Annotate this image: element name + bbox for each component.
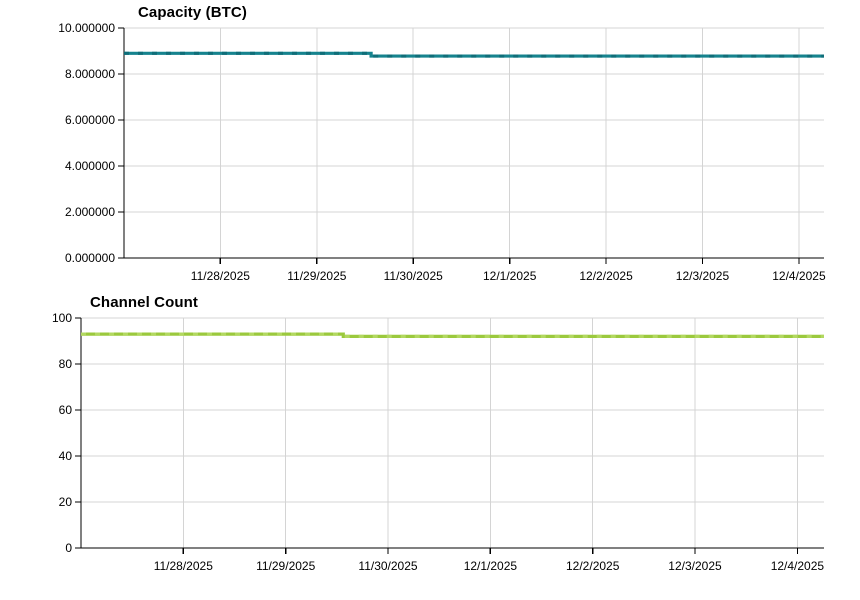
x-tick-label: 12/4/2025	[770, 559, 825, 573]
y-tick-label: 0	[65, 541, 72, 555]
chart-title: Capacity (BTC)	[138, 4, 247, 21]
x-tick-label: 11/28/2025	[153, 559, 213, 573]
x-tick-label: 12/1/2025	[482, 269, 537, 283]
x-tick-label: 11/28/2025	[190, 269, 250, 283]
y-tick-label: 0.000000	[64, 251, 115, 265]
x-tick-label: 11/30/2025	[383, 269, 443, 283]
y-tick-label: 4.000000	[64, 159, 115, 173]
x-tick-label: 12/3/2025	[675, 269, 730, 283]
y-tick-label: 6.000000	[64, 113, 115, 127]
y-tick-label: 2.000000	[64, 205, 115, 219]
y-tick-label: 100	[51, 311, 72, 325]
y-tick-label: 40	[58, 449, 72, 463]
y-tick-label: 60	[58, 403, 72, 417]
chart-title: Channel Count	[90, 294, 198, 311]
x-tick-label: 11/29/2025	[287, 269, 347, 283]
x-tick-label: 11/30/2025	[358, 559, 418, 573]
y-tick-label: 80	[58, 357, 72, 371]
y-tick-label: 20	[58, 495, 72, 509]
x-tick-label: 11/29/2025	[256, 559, 316, 573]
x-tick-label: 12/1/2025	[463, 559, 518, 573]
x-tick-label: 12/2/2025	[566, 559, 620, 573]
x-tick-label: 12/2/2025	[579, 269, 633, 283]
y-tick-label: 10.000000	[58, 21, 115, 35]
y-tick-label: 8.000000	[64, 67, 115, 81]
x-tick-label: 12/4/2025	[772, 269, 826, 283]
x-tick-label: 12/3/2025	[668, 559, 722, 573]
